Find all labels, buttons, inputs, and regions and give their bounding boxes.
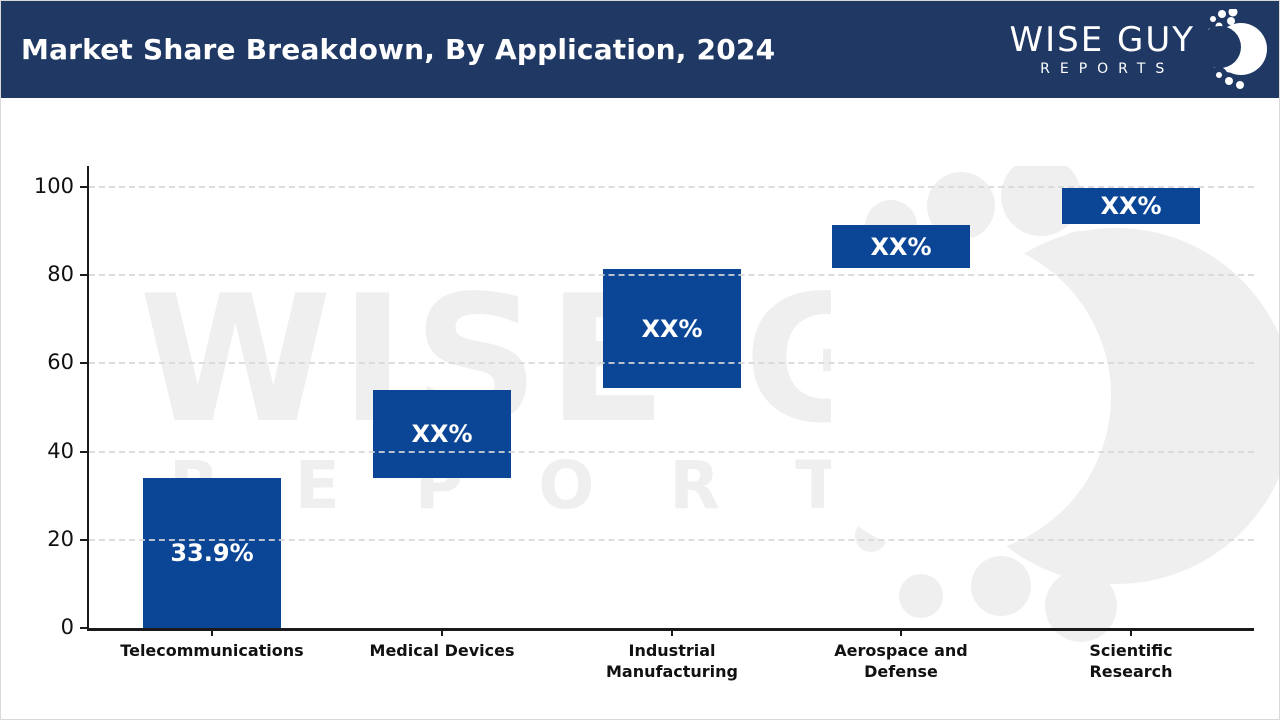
bar-aerospace-and-defense: XX%: [832, 224, 970, 269]
gridline-40: [89, 450, 1254, 453]
x-axis-label-scientific-research: Scientific Research: [1089, 641, 1173, 681]
chart-title: Market Share Breakdown, By Application, …: [21, 33, 776, 66]
y-tick-label-60: 60: [47, 350, 74, 375]
y-tick-100: [80, 186, 89, 188]
bar-value-label-industrial-manufacturing: XX%: [641, 314, 703, 343]
y-tick-40: [80, 450, 89, 453]
wise-guy-logo: WISE GUY REPORTS: [1009, 9, 1267, 89]
bar-industrial-manufacturing: XX%: [603, 269, 741, 389]
x-tick-industrial-manufacturing: [671, 628, 673, 636]
y-tick-60: [80, 362, 89, 365]
bar-value-label-aerospace-and-defense: XX%: [870, 232, 932, 261]
x-axis-label-medical-devices: Medical Devices: [369, 641, 515, 660]
y-tick-label-100: 100: [33, 174, 74, 198]
bar-value-label-telecommunications: 33.9%: [170, 539, 254, 568]
x-tick-telecommunications: [211, 628, 213, 636]
bar-scientific-research: XX%: [1062, 187, 1200, 225]
gridline-80: [89, 274, 1254, 277]
y-tick-label-0: 0: [60, 615, 74, 639]
watermark-reports-text: R E P O R T S: [169, 447, 989, 524]
x-tick-aerospace-and-defense: [900, 628, 902, 636]
y-tick-label-40: 40: [47, 438, 74, 463]
gridline-20: [89, 538, 1254, 541]
x-axis-label-telecommunications: Telecommunications: [120, 641, 304, 660]
gridline-100: [89, 186, 1254, 188]
gridline-60: [89, 362, 1254, 365]
logo-wiseguy-text: WISE GUY: [1009, 20, 1195, 60]
x-axis-label-industrial-manufacturing: Industrial Manufacturing: [606, 641, 738, 681]
bar-telecommunications: 33.9%: [143, 478, 281, 628]
x-tick-scientific-research: [1130, 628, 1132, 636]
y-tick-label-80: 80: [47, 262, 74, 287]
logo-reports-text: REPORTS: [1040, 61, 1175, 77]
y-tick-20: [80, 538, 89, 541]
x-axis-label-aerospace-and-defense: Aerospace and Defense: [834, 641, 968, 681]
y-axis-spine: [87, 166, 89, 630]
x-axis-spine: [87, 628, 1254, 631]
y-tick-label-20: 20: [47, 526, 74, 551]
bar-medical-devices: XX%: [373, 389, 511, 479]
logo-head-icon: [1205, 9, 1267, 89]
y-tick-0: [80, 627, 89, 629]
y-tick-80: [80, 274, 89, 277]
bar-value-label-scientific-research: XX%: [1100, 192, 1162, 221]
x-tick-medical-devices: [441, 628, 443, 636]
bar-value-label-medical-devices: XX%: [411, 419, 473, 448]
header-bar: Market Share Breakdown, By Application, …: [1, 1, 1279, 98]
